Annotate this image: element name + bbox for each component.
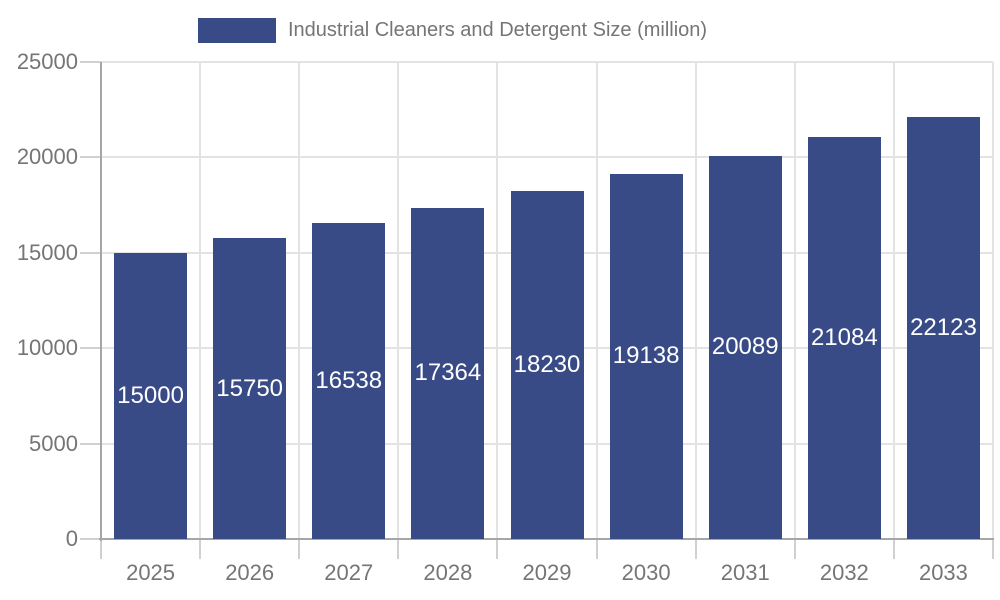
x-axis-label: 2026 <box>225 560 275 585</box>
x-axis-label: 2031 <box>720 560 770 585</box>
bar-value-label: 21084 <box>810 323 878 351</box>
x-axis-label: 2032 <box>819 560 869 585</box>
y-axis-tick <box>80 442 101 445</box>
bar-value-label: 15000 <box>117 381 184 409</box>
y-axis-tick <box>80 347 101 350</box>
y-axis-tick <box>80 251 101 254</box>
x-axis-tick <box>694 539 697 559</box>
x-axis-tick <box>595 539 598 559</box>
bar-value-label: 17364 <box>414 359 482 387</box>
legend-swatch-icon[interactable] <box>198 18 276 43</box>
y-axis-label: 20000 <box>16 144 78 170</box>
v-gridline <box>496 62 499 539</box>
bar-value-label: 19138 <box>612 342 680 370</box>
x-axis-line <box>99 538 994 540</box>
bar <box>213 238 287 539</box>
x-axis-tick <box>992 539 994 559</box>
bar-value-label: 16538 <box>315 367 383 395</box>
bar-value-label: 18230 <box>513 351 581 379</box>
y-axis-tick <box>80 156 101 159</box>
bar <box>312 223 386 539</box>
v-gridline <box>892 62 895 539</box>
x-axis-label: 2030 <box>621 560 671 585</box>
legend-label: Industrial Cleaners and Detergent Size (… <box>288 19 708 41</box>
bar-value-label: 20089 <box>711 333 779 361</box>
bar <box>114 252 188 539</box>
y-axis-label: 0 <box>65 526 78 551</box>
bar <box>411 207 485 539</box>
bar <box>906 116 980 539</box>
legend[interactable]: Industrial Cleaners and Detergent Size (… <box>198 18 707 43</box>
v-gridline <box>595 62 598 539</box>
x-axis-tick <box>892 539 895 559</box>
v-gridline <box>199 62 202 539</box>
x-axis-label: 2025 <box>126 560 176 585</box>
x-axis-label: 2027 <box>324 560 374 585</box>
bar <box>708 155 782 539</box>
y-axis-label: 25000 <box>16 49 78 74</box>
bar <box>510 191 584 539</box>
bar-value-label: 15750 <box>216 374 284 402</box>
x-axis-label: 2029 <box>522 560 572 585</box>
v-gridline <box>694 62 697 539</box>
x-axis-tick <box>397 539 400 559</box>
x-axis-label: 2028 <box>423 560 473 585</box>
x-axis-tick <box>199 539 202 559</box>
y-axis-tick <box>80 61 101 63</box>
x-axis-tick <box>793 539 796 559</box>
v-gridline <box>298 62 301 539</box>
y-axis-line <box>100 62 102 541</box>
bar <box>807 136 881 539</box>
bar-value-label: 22123 <box>910 313 977 341</box>
x-axis-tick <box>100 539 102 559</box>
x-axis-tick <box>298 539 301 559</box>
x-axis-tick <box>496 539 499 559</box>
x-axis-label: 2033 <box>918 560 968 585</box>
y-axis-label: 5000 <box>29 430 78 456</box>
v-gridline <box>397 62 400 539</box>
bar <box>609 173 683 539</box>
v-gridline <box>793 62 796 539</box>
y-axis-label: 15000 <box>16 239 78 265</box>
y-axis-tick <box>80 538 101 540</box>
h-gridline <box>101 61 993 63</box>
y-axis-label: 10000 <box>16 335 78 361</box>
v-gridline <box>992 62 994 539</box>
h-gridline <box>101 156 993 159</box>
